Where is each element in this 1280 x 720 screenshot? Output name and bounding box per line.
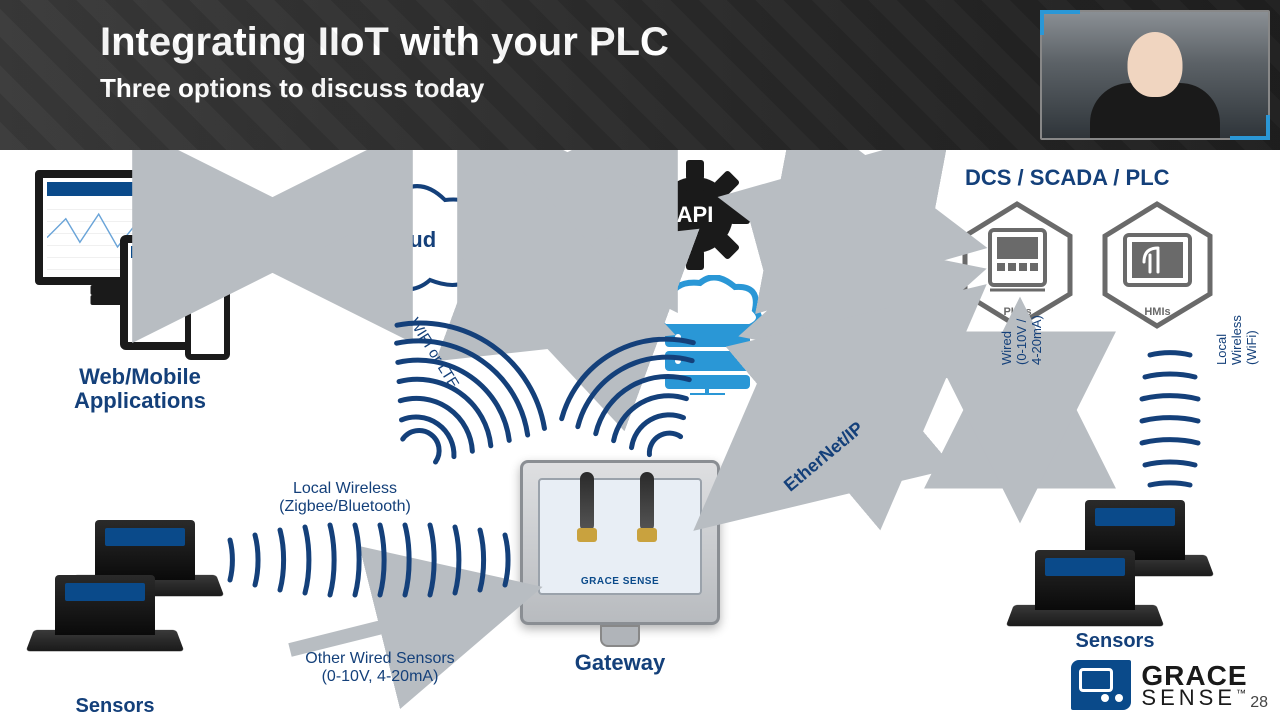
grace-sense-logo: GRACE SENSE™: [1071, 660, 1250, 710]
presenter-webcam: [1040, 10, 1270, 140]
logo-brand-bottom: SENSE: [1141, 685, 1236, 710]
logo-tm: ™: [1236, 688, 1250, 699]
logo-mark-icon: [1071, 660, 1131, 710]
plc-wired-label: Wired(0-10V /4-20mA): [1000, 235, 1045, 365]
hmi-wireless-label: LocalWireless(WiFi): [1215, 235, 1260, 365]
diagram-canvas: Web/MobileApplications Cloud API: [0, 150, 1280, 720]
local-wireless-label: Local Wireless(Zigbee/Bluetooth): [255, 480, 435, 517]
hmi-wireless-icon: [1120, 335, 1220, 495]
slide-header: Integrating IIoT with your PLC Three opt…: [0, 0, 1280, 150]
other-wired-label: Other Wired Sensors(0-10V, 4-20mA): [275, 650, 485, 687]
local-wireless-icon: [210, 500, 520, 620]
gateway-to-mqtt-wireless-icon: [540, 290, 720, 480]
page-number: 28: [1250, 694, 1268, 712]
